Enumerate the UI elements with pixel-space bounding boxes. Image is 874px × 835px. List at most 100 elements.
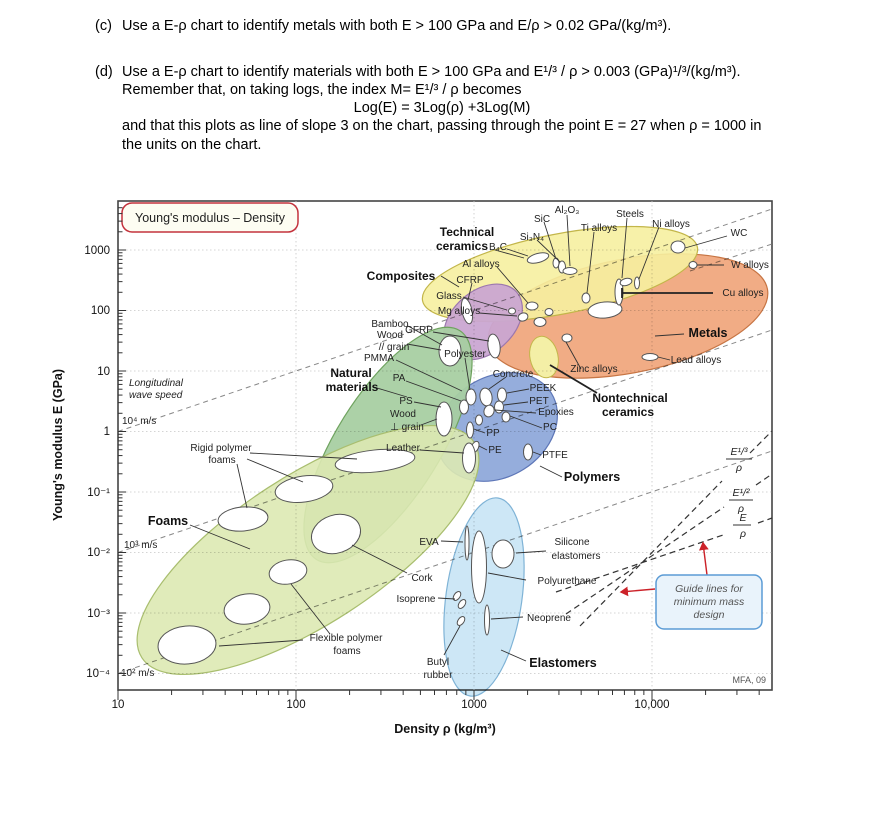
guideline-e12-num: E¹/² [733, 487, 750, 499]
material-ellipse [438, 335, 462, 367]
label-al-alloys: Al alloys [462, 259, 499, 270]
label-ti-alloys: Ti alloys [581, 223, 617, 234]
guide-box [655, 574, 763, 630]
question-d-line2: Remember that, on taking logs, the index… [122, 82, 522, 99]
label-bamboo: Bamboo [371, 319, 409, 330]
label-mg-alloys: Mg alloys [438, 306, 480, 317]
label-rigid-1: Rigid polymer [190, 443, 252, 454]
material-ellipse [544, 308, 554, 316]
leader-lines [189, 214, 728, 662]
material-ellipse [274, 475, 334, 503]
label-ps: PS [399, 396, 413, 407]
y-ticks [118, 207, 126, 674]
label-pc: PC [543, 422, 557, 433]
thick-leader-lines [549, 288, 713, 394]
label-wood-perp-1: Wood [390, 409, 416, 420]
label-flexible-1: Flexible polymer [310, 633, 383, 644]
x-tick-10: 10 [112, 699, 125, 711]
material-ellipse [311, 513, 361, 555]
label-natural-1: Natural [330, 366, 371, 380]
y-tick-100: 100 [91, 305, 110, 317]
label-flexible-2: foams [333, 646, 360, 657]
label-butyl-2: rubber [424, 670, 454, 681]
label-isoprene: Isoprene [397, 594, 436, 605]
question-d: (d) Use a E-ρ chart to identify material… [95, 63, 855, 154]
guide-box-line2: minimum mass [674, 596, 745, 608]
watermark: MFA, 09 [732, 675, 766, 685]
label-cork: Cork [411, 573, 433, 584]
label-ni-alloys: Ni alloys [652, 219, 690, 230]
material-ellipse [501, 411, 511, 423]
label-pp: PP [486, 428, 500, 439]
material-ellipse [157, 625, 217, 665]
material-ellipse [494, 400, 504, 414]
label-glass: Glass [436, 291, 462, 302]
nontechnical-ceramics-blob [529, 335, 559, 379]
label-pet: PET [529, 396, 548, 407]
wave-speed-10e3: 10³ m/s [124, 540, 157, 551]
material-ellipse [457, 599, 467, 609]
red-arrow [619, 586, 656, 597]
question-d-line4: and that this plots as line of slope 3 o… [122, 118, 762, 135]
material-ellipse [634, 276, 640, 290]
question-d-equation: Log(E) = 3Log(ρ) +3Log(M) [353, 100, 531, 117]
material-ellipse [562, 267, 578, 275]
label-polymers: Polymers [564, 470, 620, 484]
question-c-label: (c) [95, 18, 112, 34]
material-ellipse [619, 277, 633, 287]
material-ellipse [483, 404, 495, 418]
material-ellipse [217, 506, 269, 532]
x-tick-100: 100 [286, 699, 305, 711]
label-rigid-2: foams [208, 455, 235, 466]
label-concrete: Concrete [493, 369, 534, 380]
label-foams: Foams [148, 514, 188, 528]
material-ellipse [581, 292, 591, 304]
minimum-mass-guide-lines [555, 430, 773, 627]
question-d-label: (d) [95, 64, 113, 80]
question-c: (c) Use a E-ρ chart to identify metals w… [95, 17, 835, 35]
material-ellipse [459, 399, 469, 415]
material-ellipse [508, 307, 516, 315]
material-ellipse [460, 297, 474, 325]
label-w-alloys: W alloys [731, 260, 769, 271]
material-ellipse [533, 317, 547, 327]
material-ellipse [641, 353, 659, 361]
wave-speed-10e4: 10⁴ m/s [122, 416, 156, 427]
material-ellipse [471, 530, 487, 604]
y-tick-1e-1: 10⁻¹ [87, 487, 110, 499]
chart-title-box [121, 202, 299, 233]
material-ellipse [465, 388, 477, 406]
guide-box-line3: design [694, 609, 725, 621]
label-pa: PA [393, 373, 406, 384]
label-wood-perp-2: ⊥ grain [390, 422, 424, 433]
label-nontech-2: ceramics [602, 405, 654, 419]
label-polyurethane: Polyurethane [538, 576, 597, 587]
material-ellipse [268, 559, 308, 585]
label-technical-ceramics-1: Technical [440, 225, 494, 239]
chart-title: Young's modulus – Density [135, 211, 286, 225]
material-bubbles [157, 240, 698, 665]
question-c-text: Use a E-ρ chart to identify metals with … [122, 18, 672, 34]
label-composites: Composites [367, 269, 436, 283]
x-tick-1000: 1000 [461, 699, 487, 711]
label-wood-par-1: Wood [377, 330, 403, 341]
guideline-e13-num: E¹/³ [731, 446, 748, 458]
label-zinc: Zinc alloys [570, 364, 617, 375]
x-axis-title: Density ρ (kg/m³) [394, 722, 496, 736]
guideline-e12-den: ρ [737, 503, 744, 515]
wave-speed-10e2: 10² m/s [121, 668, 154, 679]
wave-speed-label-1: Longitudinal [129, 378, 184, 389]
red-arrows [619, 541, 709, 597]
material-ellipse [484, 604, 490, 636]
x-ticks [117, 690, 760, 700]
label-elastomers: Elastomers [529, 656, 596, 670]
material-ellipse [688, 261, 698, 269]
material-ellipse [561, 333, 573, 343]
label-butyl-1: Butyl [427, 657, 449, 668]
material-ellipse [517, 312, 529, 322]
label-al2o3: Al₂O₃ [555, 205, 580, 216]
material-ellipse [334, 448, 416, 474]
red-arrow [699, 541, 709, 576]
material-ellipse [223, 593, 271, 625]
label-lead: Lead alloys [671, 355, 722, 366]
